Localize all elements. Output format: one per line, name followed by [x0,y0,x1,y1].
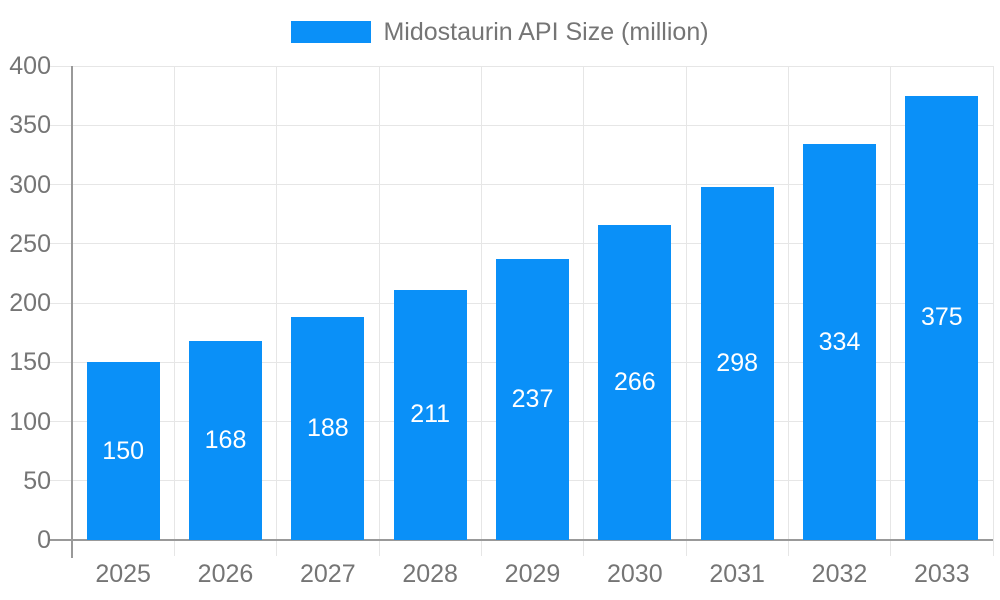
x-axis-line [50,539,993,541]
y-gridline [50,124,993,126]
bar-value-label: 211 [410,400,451,429]
y-tick-label: 0 [37,526,51,554]
legend[interactable]: Midostaurin API Size (million) [0,14,1000,50]
bar-value-label: 266 [613,367,656,396]
bar-value-label: 375 [920,303,963,332]
legend-swatch-icon [291,21,372,43]
bar-value-label: 150 [102,436,145,465]
x-gridline [480,66,482,556]
y-tick-label: 50 [23,466,51,495]
x-tick-label: 2025 [95,560,151,588]
x-gridline [173,66,175,556]
x-gridline [890,66,892,556]
x-gridline [583,66,585,556]
bar: 211 [393,289,467,540]
x-gridline [787,66,789,556]
x-tick-label: 2029 [504,560,561,588]
y-axis-line [71,66,73,558]
y-gridline [50,243,993,245]
y-gridline [50,65,993,67]
x-tick-label: 2032 [811,560,868,588]
y-tick-label: 200 [9,289,51,317]
y-tick-label: 350 [9,111,51,140]
y-tick-label: 150 [9,348,51,377]
bar: 375 [905,95,979,540]
y-tick-label: 400 [9,52,51,80]
y-tick-label: 250 [9,229,51,258]
x-tick-label: 2033 [914,560,970,588]
x-tick-label: 2027 [300,560,356,588]
bar: 334 [803,144,876,540]
x-gridline [992,66,994,556]
bar: 188 [291,317,365,540]
y-gridline [50,184,993,185]
bar: 168 [189,340,262,540]
bar-value-label: 237 [511,385,554,414]
x-gridline [378,66,380,556]
x-tick-label: 2026 [197,560,254,588]
bar: 237 [496,259,569,540]
x-tick-label: 2031 [709,560,765,588]
bar-value-label: 334 [818,327,861,356]
x-tick-label: 2028 [402,560,458,588]
bar-value-label: 188 [306,414,349,443]
x-gridline [685,66,687,556]
y-tick-label: 100 [9,407,51,436]
bar-value-label: 168 [204,425,247,454]
x-tick-label: 2030 [607,560,663,588]
legend-label: Midostaurin API Size (million) [383,17,709,46]
x-gridline [276,66,278,556]
bar-value-label: 298 [716,348,759,377]
bar: 150 [86,362,160,540]
bar: 298 [700,186,774,540]
bar: 266 [598,224,672,540]
y-tick-label: 300 [9,170,51,199]
